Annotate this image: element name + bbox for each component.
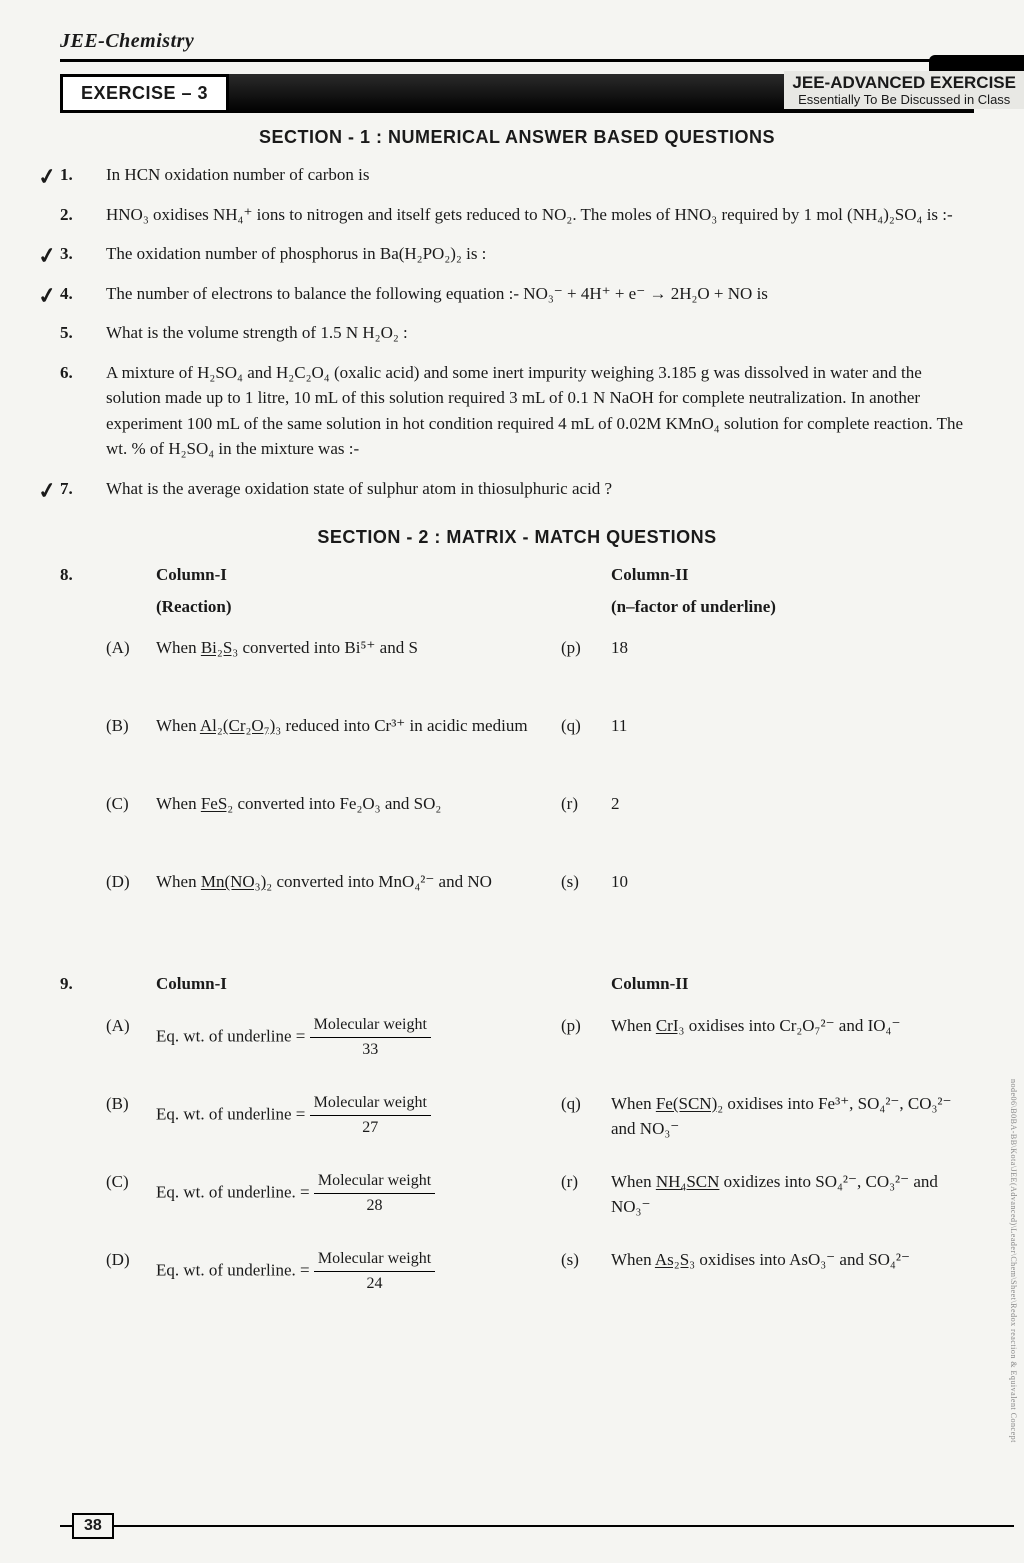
match-label: (C): [106, 1169, 156, 1195]
match-label: (D): [106, 1247, 156, 1273]
match-right-text: When CrI₃ oxidises into Cr₂O₇²⁻ and IO₄⁻: [611, 1013, 974, 1039]
column-2-head: Column-II: [611, 562, 776, 588]
column-1-head: Column-I: [156, 971, 561, 997]
match-right-text: When Fe(SCN)₂ oxidises into Fe³⁺, SO₄²⁻,…: [611, 1091, 974, 1142]
match-label: (D): [106, 869, 156, 895]
question-number: 2.: [60, 202, 106, 228]
question-text: What is the volume strength of 1.5 N H₂O…: [106, 320, 974, 346]
question-number: 6.: [60, 360, 106, 462]
question-number: 9.: [60, 971, 106, 1325]
match-p-label: (p): [561, 635, 611, 661]
question: 5.What is the volume strength of 1.5 N H…: [60, 320, 974, 346]
tick-mark-icon: ✓: [36, 159, 59, 194]
match-right-text: 10: [611, 869, 974, 895]
match-p-label: (p): [561, 1013, 611, 1039]
match-p-label: (r): [561, 1169, 611, 1195]
question: 7.✓What is the average oxidation state o…: [60, 476, 974, 502]
header-title: JEE-Chemistry: [60, 30, 974, 53]
tick-mark-icon: ✓: [36, 277, 59, 312]
question-8: 8. Column-I (Reaction) Column-II (n–fact…: [60, 562, 974, 947]
question-text: HNO₃ oxidises NH₄⁺ ions to nitrogen and …: [106, 202, 974, 228]
match-left-text: Eq. wt. of underline. = Molecular weight…: [156, 1247, 561, 1296]
match-row: (B)Eq. wt. of underline = Molecular weig…: [106, 1091, 974, 1159]
question: 2.HNO₃ oxidises NH₄⁺ ions to nitrogen an…: [60, 202, 974, 228]
match-left-text: Eq. wt. of underline = Molecular weight3…: [156, 1013, 561, 1062]
question-text: The oxidation number of phosphorus in Ba…: [106, 241, 974, 267]
match-p-label: (q): [561, 1091, 611, 1117]
column-2-head: Column-II: [611, 971, 688, 997]
page-number-box: 38: [60, 1513, 1014, 1539]
header-rule: [60, 59, 974, 62]
question-9: 9. Column-I Column-II (A)Eq. wt. of unde…: [60, 971, 974, 1325]
match-left-text: When Al₂(Cr₂O₇)₃ reduced into Cr³⁺ in ac…: [156, 713, 561, 739]
question-number: 8.: [60, 562, 106, 947]
match-row: (A)Eq. wt. of underline = Molecular weig…: [106, 1013, 974, 1081]
match-label: (A): [106, 1013, 156, 1039]
match-left-text: Eq. wt. of underline = Molecular weight2…: [156, 1091, 561, 1140]
question-text: The number of electrons to balance the f…: [106, 281, 974, 307]
tick-mark-icon: ✓: [36, 472, 59, 507]
match-row: (A)When Bi₂S₃ converted into Bi⁵⁺ and S(…: [106, 635, 974, 703]
exercise-bar: EXERCISE – 3 JEE-ADVANCED EXERCISE Essen…: [60, 74, 974, 113]
tick-mark-icon: ✓: [36, 238, 59, 273]
side-path-text: node06\B0BA-BB\Kota\JEE(Advanced)\Leader…: [1009, 1079, 1018, 1443]
question-text: In HCN oxidation number of carbon is: [106, 162, 974, 188]
question-number: 1.✓: [60, 162, 106, 188]
match-p-label: (r): [561, 791, 611, 817]
match-label: (B): [106, 713, 156, 739]
match-label: (C): [106, 791, 156, 817]
question: 6.A mixture of H₂SO₄ and H₂C₂O₄ (oxalic …: [60, 360, 974, 462]
exercise-label: EXERCISE – 3: [60, 74, 229, 113]
question: 4.✓The number of electrons to balance th…: [60, 281, 974, 307]
column-2-sub: (n–factor of underline): [611, 594, 776, 620]
match-p-label: (s): [561, 1247, 611, 1273]
question: 3.✓The oxidation number of phosphorus in…: [60, 241, 974, 267]
match-p-label: (q): [561, 713, 611, 739]
match-left-text: When FeS₂ converted into Fe₂O₃ and SO₂: [156, 791, 561, 817]
match-row: (B)When Al₂(Cr₂O₇)₃ reduced into Cr³⁺ in…: [106, 713, 974, 781]
section-1-title: SECTION - 1 : NUMERICAL ANSWER BASED QUE…: [60, 127, 974, 148]
match-left-text: Eq. wt. of underline. = Molecular weight…: [156, 1169, 561, 1218]
section-2-title: SECTION - 2 : MATRIX - MATCH QUESTIONS: [60, 527, 974, 548]
match-left-text: When Mn(NO₃)₂ converted into MnO₄²⁻ and …: [156, 869, 561, 895]
match-right-text: When As₂S₃ oxidises into AsO₃⁻ and SO₄²⁻: [611, 1247, 974, 1273]
question-number: 7.✓: [60, 476, 106, 502]
match-label: (A): [106, 635, 156, 661]
match-right-text: 2: [611, 791, 974, 817]
question-number: 4.✓: [60, 281, 106, 307]
match-row: (C)When FeS₂ converted into Fe₂O₃ and SO…: [106, 791, 974, 859]
match-row: (D)Eq. wt. of underline. = Molecular wei…: [106, 1247, 974, 1315]
question-text: A mixture of H₂SO₄ and H₂C₂O₄ (oxalic ac…: [106, 360, 974, 462]
question-text: What is the average oxidation state of s…: [106, 476, 974, 502]
match-right-text: 18: [611, 635, 974, 661]
match-row: (D)When Mn(NO₃)₂ converted into MnO₄²⁻ a…: [106, 869, 974, 937]
exercise-right-label: JEE-ADVANCED EXERCISE Essentially To Be …: [784, 71, 1024, 109]
match-left-text: When Bi₂S₃ converted into Bi⁵⁺ and S: [156, 635, 561, 661]
match-p-label: (s): [561, 869, 611, 895]
question-number: 3.✓: [60, 241, 106, 267]
question-number: 5.: [60, 320, 106, 346]
column-1-head: Column-I: [156, 562, 561, 588]
question: 1.✓In HCN oxidation number of carbon is: [60, 162, 974, 188]
column-1-sub: (Reaction): [156, 594, 561, 620]
match-label: (B): [106, 1091, 156, 1117]
match-row: (C)Eq. wt. of underline. = Molecular wei…: [106, 1169, 974, 1237]
match-right-text: 11: [611, 713, 974, 739]
match-right-text: When NH₄SCN oxidizes into SO₄²⁻, CO₃²⁻ a…: [611, 1169, 974, 1220]
page-number: 38: [72, 1513, 114, 1539]
